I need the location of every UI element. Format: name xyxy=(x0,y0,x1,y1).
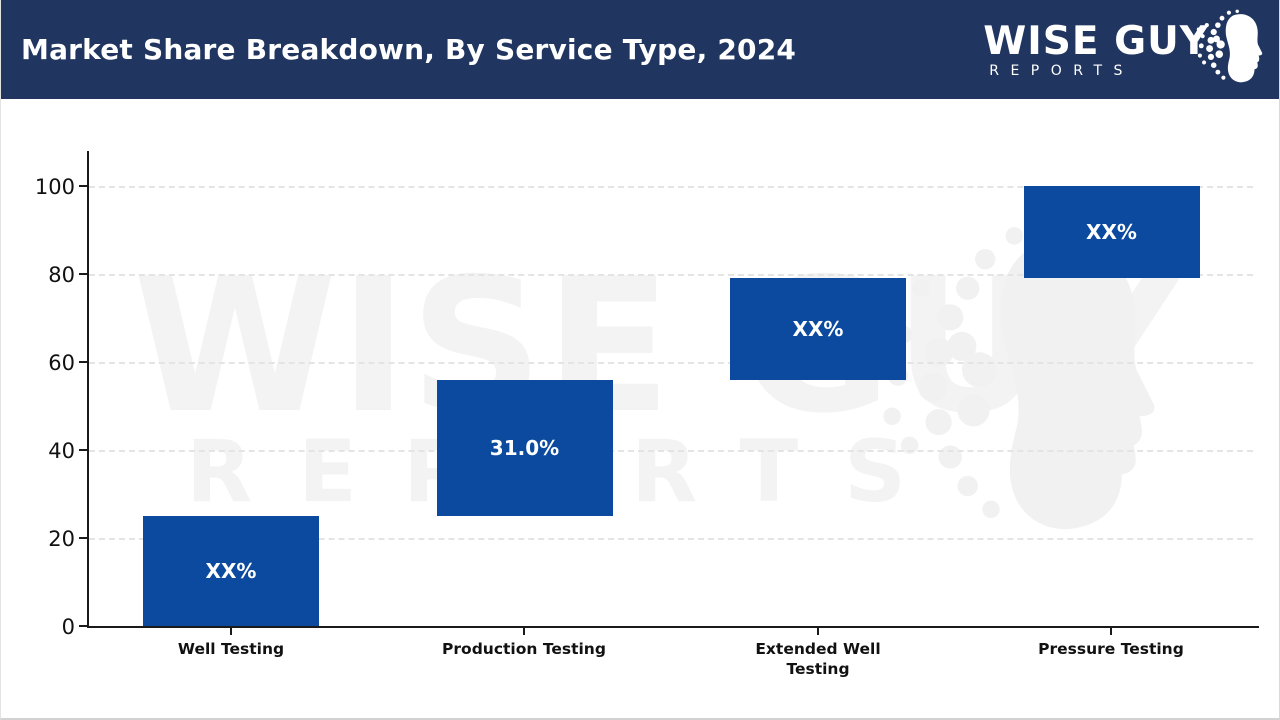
bar-value-label: XX% xyxy=(792,316,844,341)
logo-wordmark-block: WISE GUY REPORTS xyxy=(983,22,1209,78)
y-tick-100 xyxy=(79,185,88,187)
y-tick-label: 100 xyxy=(34,175,75,199)
bar-segment-2: XX% xyxy=(730,278,906,380)
x-axis-line xyxy=(87,626,1259,628)
gridline-20 xyxy=(89,538,1253,540)
gridline-80 xyxy=(89,274,1253,276)
watermark-face-icon xyxy=(879,222,1155,530)
logo-subtitle: REPORTS xyxy=(989,63,1134,79)
y-axis-line xyxy=(87,151,89,628)
bar-segment-0: XX% xyxy=(143,516,319,626)
x-tick-extended-well xyxy=(817,628,819,635)
x-tick-well-testing xyxy=(230,628,232,635)
bars-layer: XX% 31.0% XX% XX% xyxy=(1,99,1279,718)
category-label-well-testing: Well Testing xyxy=(177,640,285,658)
y-tick-label: 40 xyxy=(48,439,75,463)
x-tick-pressure xyxy=(1110,628,1112,635)
gridline-100 xyxy=(89,186,1253,188)
y-tick-label: 20 xyxy=(48,527,75,551)
logo-face-icon xyxy=(1196,9,1263,83)
header: Market Share Breakdown, By Service Type,… xyxy=(1,0,1279,99)
wise-guy-logo: WISE GUY REPORTS xyxy=(983,8,1269,92)
bar-segment-3: XX% xyxy=(1023,186,1200,279)
category-label-extended-well: Extended Well Testing xyxy=(755,640,881,679)
bar-segment-1: 31.0% xyxy=(436,379,613,516)
y-tick-label: 60 xyxy=(48,351,75,375)
bar-value-label: XX% xyxy=(1086,220,1137,245)
gridline-40 xyxy=(89,450,1253,452)
category-label-production-testing: Production Testing xyxy=(442,640,606,658)
y-tick-label: 80 xyxy=(48,263,75,287)
y-tick-60 xyxy=(79,361,88,363)
logo-wordmark: WISE GUY xyxy=(983,19,1209,64)
bar-value-label: 31.0% xyxy=(489,435,560,460)
y-tick-40 xyxy=(79,449,88,451)
gridline-60 xyxy=(89,362,1253,364)
bar-value-label: XX% xyxy=(205,559,257,583)
y-tick-80 xyxy=(79,273,88,275)
chart-area: WISE GUY REPORTS XX%31.0%XX%XX% xyxy=(1,99,1279,718)
x-tick-production xyxy=(523,628,525,635)
y-tick-0 xyxy=(79,625,88,627)
y-tick-20 xyxy=(79,537,88,539)
page-title: Market Share Breakdown, By Service Type,… xyxy=(21,33,797,66)
y-tick-label: 0 xyxy=(61,615,75,639)
category-label-pressure-testing: Pressure Testing xyxy=(1038,640,1184,658)
